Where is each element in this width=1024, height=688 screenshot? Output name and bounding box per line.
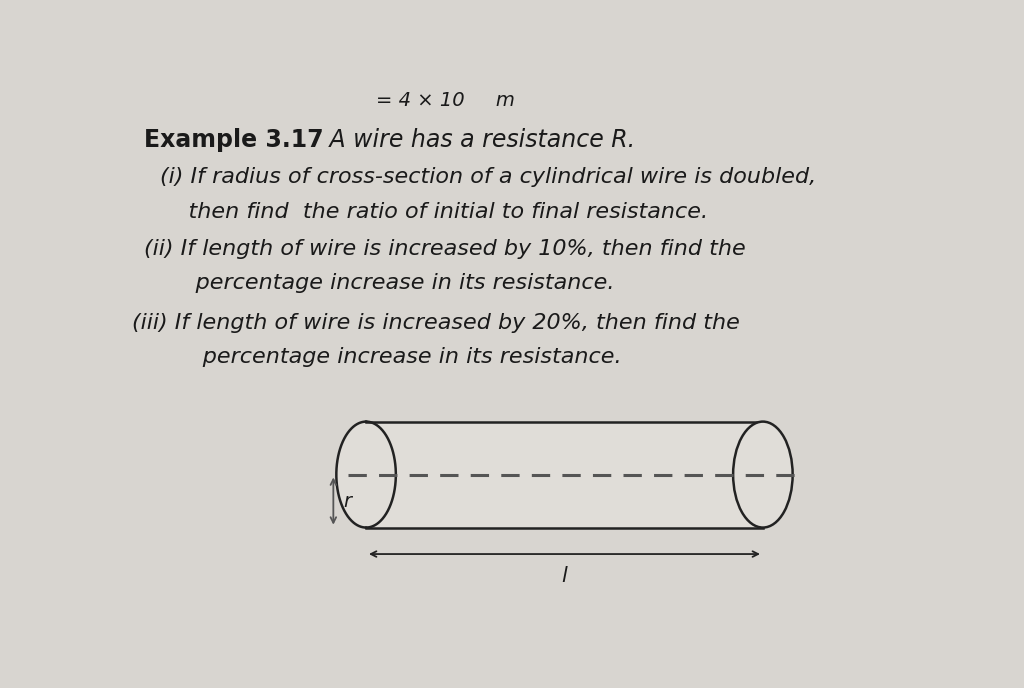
Text: A wire has a resistance R.: A wire has a resistance R.: [323, 127, 636, 151]
Text: (ii) If length of wire is increased by 10%, then find the: (ii) If length of wire is increased by 1…: [143, 239, 745, 259]
Ellipse shape: [336, 422, 396, 528]
Text: (iii) If length of wire is increased by 20%, then find the: (iii) If length of wire is increased by …: [132, 313, 740, 333]
Text: = 4 × 10     m: = 4 × 10 m: [376, 91, 515, 109]
Text: l: l: [561, 566, 567, 585]
Polygon shape: [367, 422, 763, 528]
Text: Example 3.17: Example 3.17: [143, 127, 324, 151]
Text: then find  the ratio of initial to final resistance.: then find the ratio of initial to final …: [160, 202, 708, 222]
Ellipse shape: [733, 422, 793, 528]
Text: (i) If radius of cross-section of a cylindrical wire is doubled,: (i) If radius of cross-section of a cyli…: [160, 167, 816, 187]
Text: percentage increase in its resistance.: percentage increase in its resistance.: [160, 273, 614, 293]
Text: r: r: [343, 491, 351, 510]
Text: percentage increase in its resistance.: percentage increase in its resistance.: [160, 347, 622, 367]
